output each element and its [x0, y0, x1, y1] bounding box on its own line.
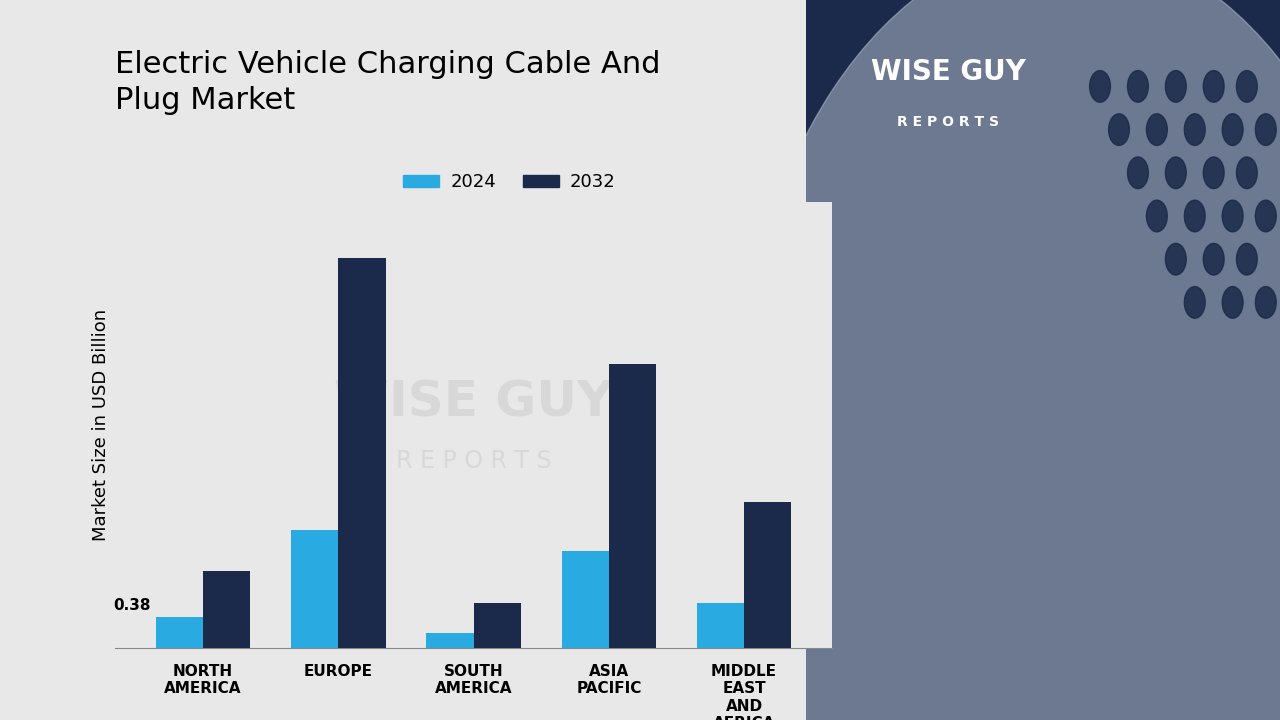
Circle shape	[736, 0, 1280, 720]
Circle shape	[1236, 243, 1257, 275]
Bar	[426, 634, 474, 648]
Circle shape	[1203, 157, 1224, 189]
Circle shape	[1236, 71, 1257, 102]
Circle shape	[1203, 71, 1224, 102]
Circle shape	[1222, 114, 1243, 145]
Bar	[291, 531, 338, 648]
Circle shape	[1108, 114, 1129, 145]
Text: WISE GUY: WISE GUY	[334, 379, 613, 426]
Bar	[204, 571, 251, 648]
Circle shape	[1256, 114, 1276, 145]
Circle shape	[1222, 200, 1243, 232]
Circle shape	[1184, 114, 1206, 145]
Text: R E P O R T S: R E P O R T S	[897, 115, 1000, 130]
Circle shape	[1222, 287, 1243, 318]
Circle shape	[1147, 114, 1167, 145]
Text: Electric Vehicle Charging Cable And
Plug Market: Electric Vehicle Charging Cable And Plug…	[115, 50, 660, 115]
Y-axis label: Market Size in USD Billion: Market Size in USD Billion	[92, 309, 110, 541]
Bar	[562, 551, 609, 648]
Circle shape	[1165, 157, 1187, 189]
Circle shape	[1184, 200, 1206, 232]
Bar	[338, 258, 385, 648]
Circle shape	[1184, 287, 1206, 318]
Circle shape	[1203, 243, 1224, 275]
Text: WISE GUY: WISE GUY	[872, 58, 1025, 86]
Circle shape	[1165, 243, 1187, 275]
Circle shape	[1236, 157, 1257, 189]
Legend: 2024, 2032: 2024, 2032	[396, 166, 623, 199]
Bar	[744, 502, 791, 648]
Circle shape	[1256, 287, 1276, 318]
Circle shape	[1147, 200, 1167, 232]
Circle shape	[1128, 71, 1148, 102]
Circle shape	[1128, 157, 1148, 189]
Bar	[696, 603, 744, 648]
Text: R E P O R T S: R E P O R T S	[396, 449, 552, 472]
Circle shape	[1256, 200, 1276, 232]
Bar	[474, 603, 521, 648]
Circle shape	[1165, 71, 1187, 102]
Bar	[609, 364, 657, 648]
Text: 0.38: 0.38	[114, 598, 151, 613]
Bar	[156, 617, 204, 648]
Circle shape	[1089, 71, 1111, 102]
